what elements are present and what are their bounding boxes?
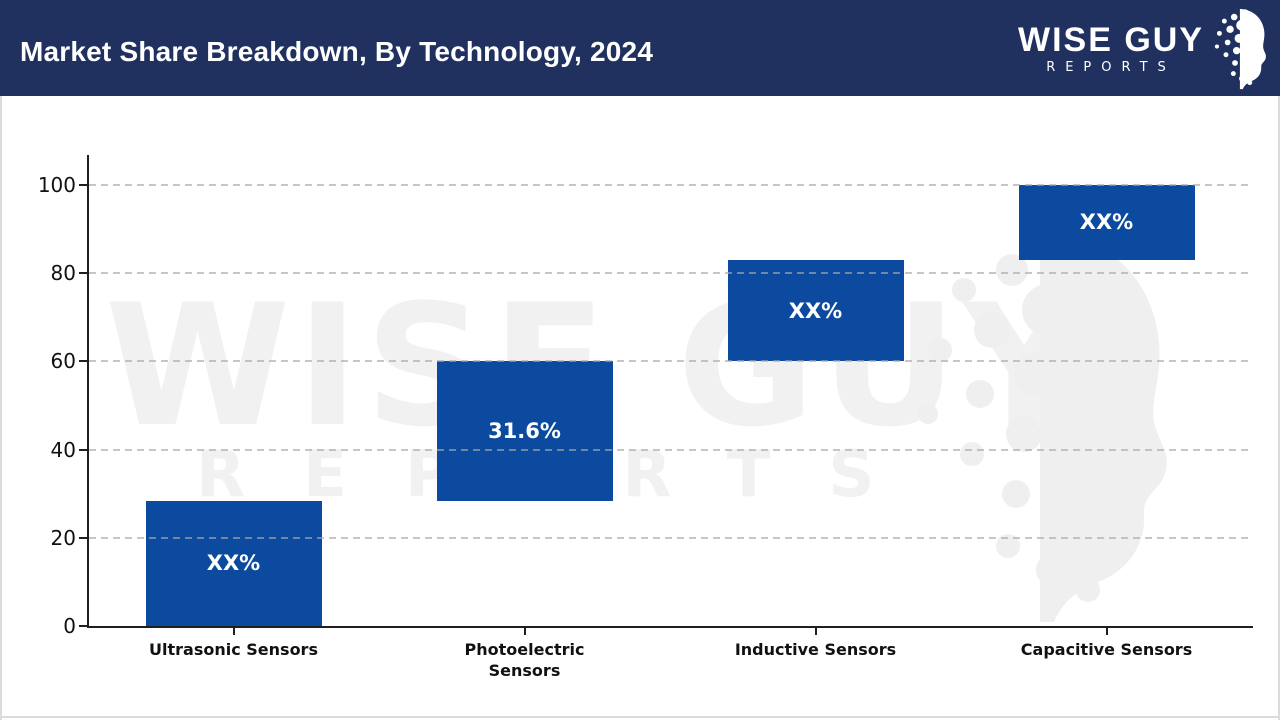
bar-value-label-2: XX%: [788, 298, 843, 323]
y-tick-label-0: 0: [63, 614, 76, 638]
y-tick-label-100: 100: [37, 173, 76, 197]
x-tick-mark-1: [523, 628, 526, 635]
x-category-label-3: Capacitive Sensors: [1020, 640, 1193, 659]
right-edge-border: [1278, 96, 1280, 720]
logo-wordmark: WISE GUY: [1018, 21, 1205, 59]
y-tick-label-80: 80: [50, 261, 76, 286]
gridline-20: [89, 536, 1252, 539]
y-tick-mark-100: [79, 184, 87, 186]
bar-value-label-0: XX%: [206, 551, 261, 576]
x-axis-line: [87, 626, 1253, 628]
bar-value-label-1: 31.6%: [488, 419, 561, 444]
x-tick-mark-2: [814, 628, 817, 635]
x-category-label-2: Inductive Sensors: [734, 640, 897, 659]
logo-text: WISE GUY REPORTS: [1018, 21, 1205, 75]
x-tick-mark-3: [1105, 628, 1108, 635]
dotted-head-profile-icon: [1214, 8, 1266, 90]
y-axis-line: [87, 155, 89, 628]
y-tick-mark-60: [79, 360, 87, 363]
bar-segment-0: [145, 500, 322, 626]
y-tick-mark-40: [79, 448, 87, 451]
bar-segment-2: [727, 259, 904, 362]
logo-subtext: REPORTS: [1046, 60, 1176, 75]
gridline-100: [89, 184, 1252, 186]
x-tick-mark-0: [232, 628, 235, 635]
x-category-label-1: Photoelectric Sensors: [464, 640, 585, 680]
y-tick-mark-80: [79, 272, 87, 275]
wise-guy-reports-logo: WISE GUY REPORTS: [1018, 6, 1268, 92]
x-category-label-0: Ultrasonic Sensors: [149, 640, 318, 659]
y-tick-label-40: 40: [50, 437, 76, 462]
y-tick-mark-20: [79, 536, 87, 539]
y-tick-mark-0: [79, 625, 87, 627]
page-title: Market Share Breakdown, By Technology, 2…: [20, 36, 654, 67]
gridline-60: [89, 360, 1252, 363]
y-tick-label-20: 20: [50, 525, 76, 550]
bar-segment-1: [436, 361, 613, 501]
bottom-edge-border: [0, 716, 1280, 718]
bar-value-label-3: XX%: [1079, 210, 1134, 235]
dotted-head-profile-watermark-icon: [918, 230, 1167, 622]
gridline-40: [89, 448, 1252, 451]
left-edge-border: [0, 96, 2, 720]
bar-segment-3: [1018, 185, 1195, 260]
y-tick-label-60: 60: [50, 349, 76, 374]
header-bar: Market Share Breakdown, By Technology, 2…: [0, 0, 1280, 96]
gridline-80: [89, 272, 1252, 275]
